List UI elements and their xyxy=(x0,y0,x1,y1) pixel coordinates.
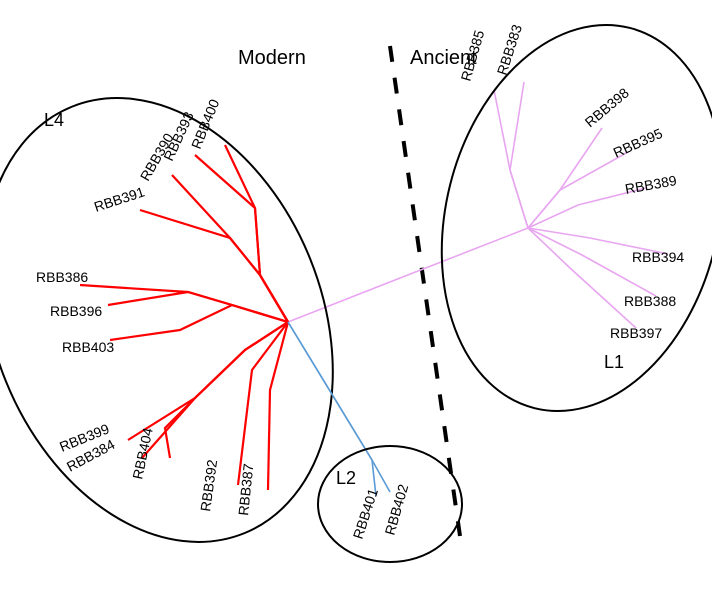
leaf-label-RBB392: RBB392 xyxy=(197,458,220,512)
edge-L4-RBB396 xyxy=(108,292,288,322)
leaf-label-RBB394: RBB394 xyxy=(632,249,684,265)
leaf-label-RBB383: RBB383 xyxy=(494,22,525,77)
edge-L4-RBB399 xyxy=(128,322,288,440)
leaf-label-RBB396: RBB396 xyxy=(50,303,102,319)
leaf-label-RBB402: RBB402 xyxy=(382,482,412,537)
cluster-label-L4: L4 xyxy=(44,110,64,130)
cluster-label-L1: L1 xyxy=(604,352,624,372)
leaf-label-RBB397: RBB397 xyxy=(610,325,662,341)
edge-L1-RBB398 xyxy=(528,128,602,228)
edge-L4-RBB403 xyxy=(110,305,288,340)
cluster-label-L2: L2 xyxy=(336,468,356,488)
leaf-label-RBB398: RBB398 xyxy=(582,84,632,130)
edge-L4-RBB391 xyxy=(140,210,288,322)
leaf-label-RBB401: RBB401 xyxy=(350,486,381,541)
leaf-label-RBB387: RBB387 xyxy=(235,463,256,517)
phylogenetic-tree: RBB400RBB393RBB390RBB391RBB386RBB396RBB4… xyxy=(0,0,712,609)
header-modern: Modern xyxy=(238,47,306,69)
leaf-label-RBB388: RBB388 xyxy=(624,293,676,309)
leaf-label-RBB389: RBB389 xyxy=(624,172,678,197)
edge-L4-RBB384 xyxy=(142,322,288,458)
connector-root-l1 xyxy=(288,228,528,322)
edge-L1-RBB397 xyxy=(528,228,636,328)
divider-line xyxy=(390,46,460,536)
header-ancient: Ancient xyxy=(410,47,477,69)
leaf-label-RBB404: RBB404 xyxy=(129,426,156,481)
leaf-label-RBB386: RBB386 xyxy=(36,269,88,285)
leaf-label-RBB391: RBB391 xyxy=(92,183,147,214)
leaf-label-RBB395: RBB395 xyxy=(611,125,665,161)
edge-L1-RBB383 xyxy=(510,82,528,228)
leaf-label-RBB403: RBB403 xyxy=(62,339,114,355)
edge-L4-RBB390 xyxy=(172,175,288,322)
edge-L4-RBB387 xyxy=(268,322,288,490)
leaf-label-RBB400: RBB400 xyxy=(188,97,222,152)
